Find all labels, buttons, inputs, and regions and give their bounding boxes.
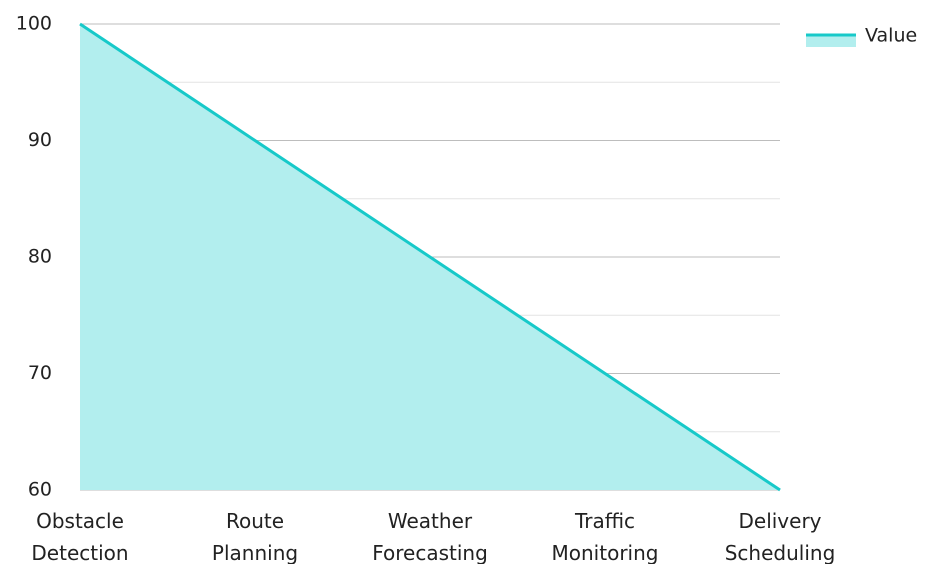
y-tick-label: 60 [28,479,52,501]
y-tick-label: 90 [28,129,52,151]
series-area [79,22,781,492]
y-tick-label: 100 [16,13,52,35]
x-tick-label: Route Planning [212,509,298,564]
x-axis-tick-labels: Obstacle Detection Route Planning Weather For… [31,509,835,564]
legend-swatch-value [806,35,856,47]
y-tick-label: 70 [28,362,52,384]
x-tick-label: Traffic Monitoring [552,509,659,564]
x-tick-label: Delivery Scheduling [725,509,836,564]
legend-label-value: Value [865,25,917,47]
x-tick-label: Weather Forecasting [372,509,488,564]
x-tick-label: Obstacle Detection [31,509,128,564]
y-axis-tick-labels: 60 70 80 90 100 [16,13,52,501]
legend: Value [806,25,917,47]
y-tick-label: 80 [28,246,52,268]
